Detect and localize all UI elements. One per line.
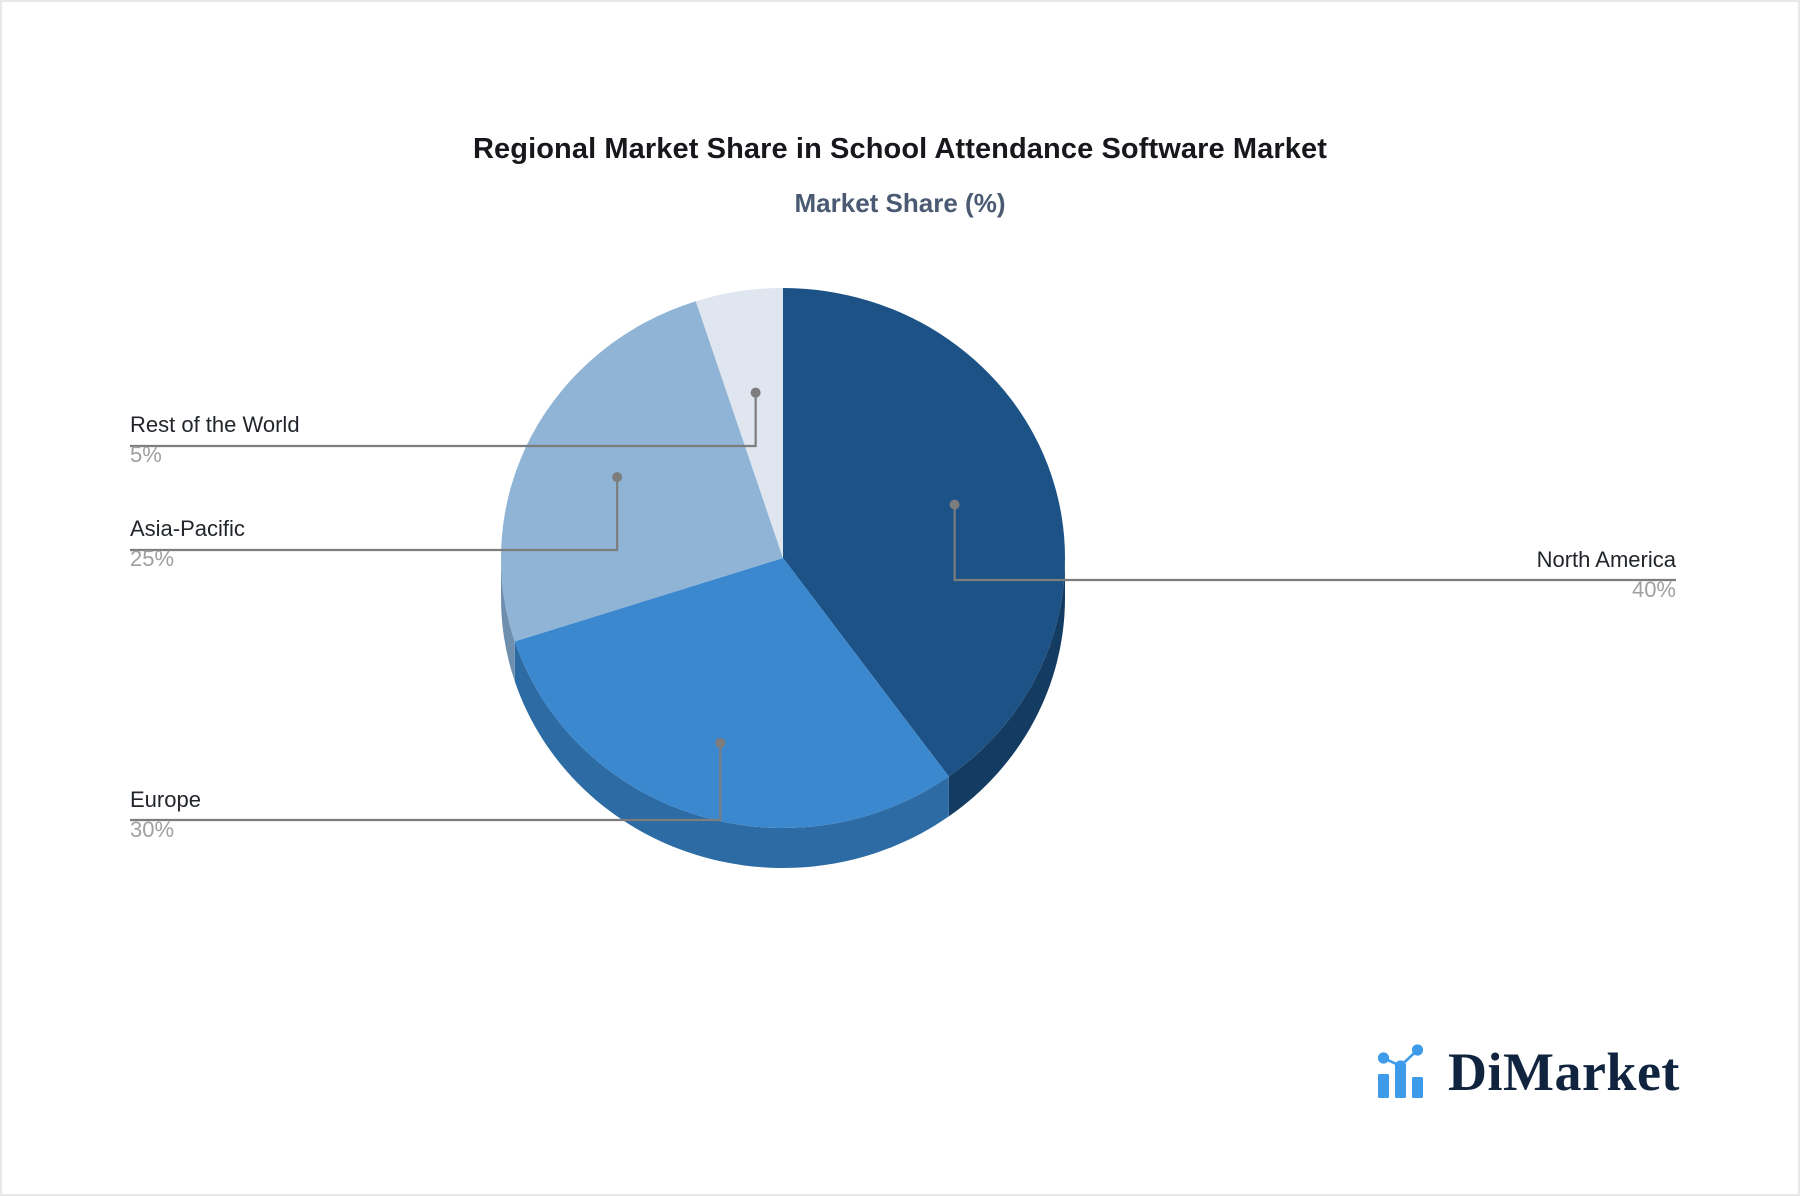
canvas-border-right xyxy=(1798,0,1800,1196)
callout-rest-of-the-world[interactable]: Rest of the World 5% xyxy=(130,410,300,470)
callout-label-asia-pacific: Asia-Pacific xyxy=(130,516,245,541)
canvas-border-left xyxy=(0,0,2,1196)
callout-north-america[interactable]: North America 40% xyxy=(1206,545,1676,605)
callout-label-north-america: North America xyxy=(1536,547,1676,572)
callout-value-asia-pacific: 25% xyxy=(130,546,175,571)
callout-value-rest-of-the-world: 5% xyxy=(130,442,162,467)
leader-lines-group xyxy=(130,387,1676,822)
callout-asia-pacific[interactable]: Asia-Pacific 25% xyxy=(130,514,245,574)
pie-slices-group xyxy=(501,288,1065,868)
callout-label-rest-of-the-world: Rest of the World xyxy=(130,412,300,437)
callout-label-europe: Europe xyxy=(130,787,201,812)
bar-chart-icon xyxy=(1377,1044,1424,1098)
chart-subtitle: Market Share (%) xyxy=(794,188,1006,218)
callout-europe[interactable]: Europe 30% xyxy=(130,785,201,845)
dimarket-logo: DiMarket xyxy=(1376,1044,1680,1100)
callout-value-north-america: 40% xyxy=(1631,577,1676,602)
chart-title: Regional Market Share in School Attendan… xyxy=(473,133,1327,165)
callout-value-europe: 30% xyxy=(130,817,175,842)
canvas-border-bottom xyxy=(0,1194,1800,1196)
canvas-border-top xyxy=(0,0,1800,2)
dimarket-wordmark: DiMarket xyxy=(1448,1042,1680,1102)
